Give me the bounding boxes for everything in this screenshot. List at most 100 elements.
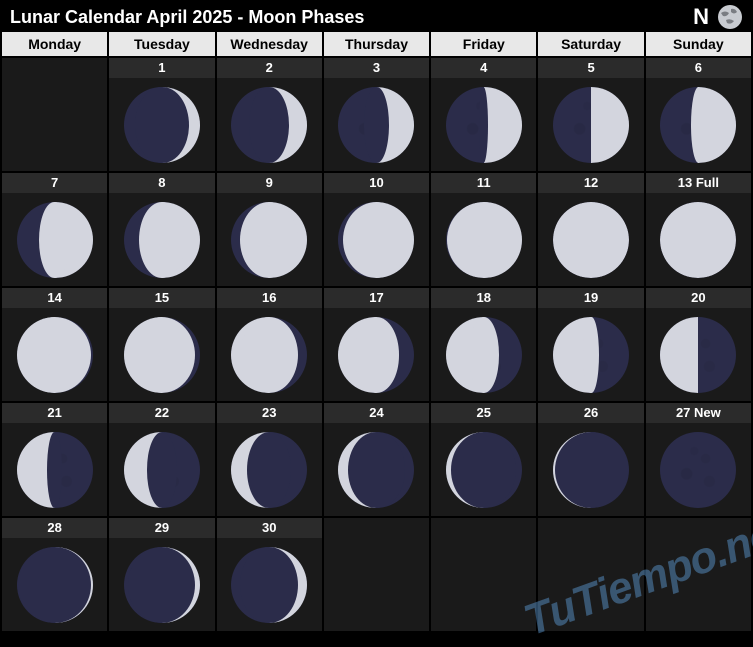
globe-icon — [717, 4, 743, 30]
day-label: 5 — [538, 58, 643, 78]
day-label: 9 — [217, 173, 322, 193]
day-cell: 7 — [2, 173, 107, 286]
moon-phase-icon — [17, 432, 93, 508]
moon-container — [431, 538, 536, 631]
day-label: 1 — [109, 58, 214, 78]
day-label: 3 — [324, 58, 429, 78]
day-cell: 5 — [538, 58, 643, 171]
day-label: 12 — [538, 173, 643, 193]
page-title: Lunar Calendar April 2025 - Moon Phases — [10, 7, 364, 28]
day-label: 13 Full — [646, 173, 751, 193]
day-label: 8 — [109, 173, 214, 193]
moon-phase-icon — [660, 432, 736, 508]
day-cell: 2 — [217, 58, 322, 171]
moon-phase-icon — [446, 202, 522, 278]
moon-container — [109, 538, 214, 631]
day-label: 23 — [217, 403, 322, 423]
moon-container — [109, 193, 214, 286]
day-cell: 30 — [217, 518, 322, 631]
moon-phase-icon — [17, 317, 93, 393]
day-cell: 12 — [538, 173, 643, 286]
moon-phase-icon — [338, 317, 414, 393]
moon-container — [646, 308, 751, 401]
day-cell: 13 Full — [646, 173, 751, 286]
day-cell: 14 — [2, 288, 107, 401]
day-label — [646, 518, 751, 538]
day-label: 17 — [324, 288, 429, 308]
day-cell: 22 — [109, 403, 214, 516]
day-label: 28 — [2, 518, 107, 538]
moon-container — [538, 193, 643, 286]
moon-container — [431, 193, 536, 286]
day-label: 30 — [217, 518, 322, 538]
weekday-header: Tuesday — [109, 32, 214, 56]
moon-phase-icon — [553, 202, 629, 278]
moon-container — [646, 538, 751, 631]
moon-container — [431, 78, 536, 171]
day-label: 2 — [217, 58, 322, 78]
moon-container — [109, 308, 214, 401]
moon-container — [324, 538, 429, 631]
moon-container — [109, 78, 214, 171]
moon-container — [2, 538, 107, 631]
moon-container — [431, 308, 536, 401]
day-cell — [431, 518, 536, 631]
day-label: 4 — [431, 58, 536, 78]
moon-container — [2, 308, 107, 401]
day-cell: 1 — [109, 58, 214, 171]
day-cell: 24 — [324, 403, 429, 516]
day-label: 16 — [217, 288, 322, 308]
moon-phase-icon — [124, 547, 200, 623]
moon-phase-icon — [553, 317, 629, 393]
moon-container — [431, 423, 536, 516]
day-label — [538, 518, 643, 538]
day-label: 7 — [2, 173, 107, 193]
moon-phase-icon — [124, 87, 200, 163]
moon-phase-icon — [660, 317, 736, 393]
day-cell: 18 — [431, 288, 536, 401]
day-label: 24 — [324, 403, 429, 423]
day-label: 29 — [109, 518, 214, 538]
day-cell: 15 — [109, 288, 214, 401]
moon-phase-icon — [660, 87, 736, 163]
weekday-header: Monday — [2, 32, 107, 56]
moon-phase-icon — [124, 432, 200, 508]
moon-container — [2, 423, 107, 516]
moon-phase-icon — [553, 87, 629, 163]
day-label: 18 — [431, 288, 536, 308]
moon-container — [217, 538, 322, 631]
hemisphere-label: N — [693, 4, 709, 30]
day-label — [2, 58, 107, 78]
day-label: 14 — [2, 288, 107, 308]
moon-phase-icon — [17, 202, 93, 278]
moon-container — [538, 538, 643, 631]
day-cell: 23 — [217, 403, 322, 516]
moon-phase-icon — [124, 317, 200, 393]
day-cell — [2, 58, 107, 171]
day-label: 21 — [2, 403, 107, 423]
day-cell: 29 — [109, 518, 214, 631]
day-label: 26 — [538, 403, 643, 423]
day-label: 27 New — [646, 403, 751, 423]
moon-container — [2, 193, 107, 286]
weekday-header: Friday — [431, 32, 536, 56]
moon-phase-icon — [553, 432, 629, 508]
day-label: 20 — [646, 288, 751, 308]
day-cell: 17 — [324, 288, 429, 401]
moon-phase-icon — [231, 202, 307, 278]
moon-container — [217, 193, 322, 286]
day-label: 10 — [324, 173, 429, 193]
day-label: 11 — [431, 173, 536, 193]
moon-phase-icon — [231, 317, 307, 393]
moon-phase-icon — [338, 87, 414, 163]
moon-container — [646, 423, 751, 516]
moon-phase-icon — [446, 432, 522, 508]
moon-phase-icon — [338, 202, 414, 278]
moon-container — [324, 193, 429, 286]
weekday-header: Wednesday — [217, 32, 322, 56]
day-cell: 25 — [431, 403, 536, 516]
day-cell: 4 — [431, 58, 536, 171]
moon-container — [324, 78, 429, 171]
moon-phase-icon — [124, 202, 200, 278]
moon-container — [538, 423, 643, 516]
